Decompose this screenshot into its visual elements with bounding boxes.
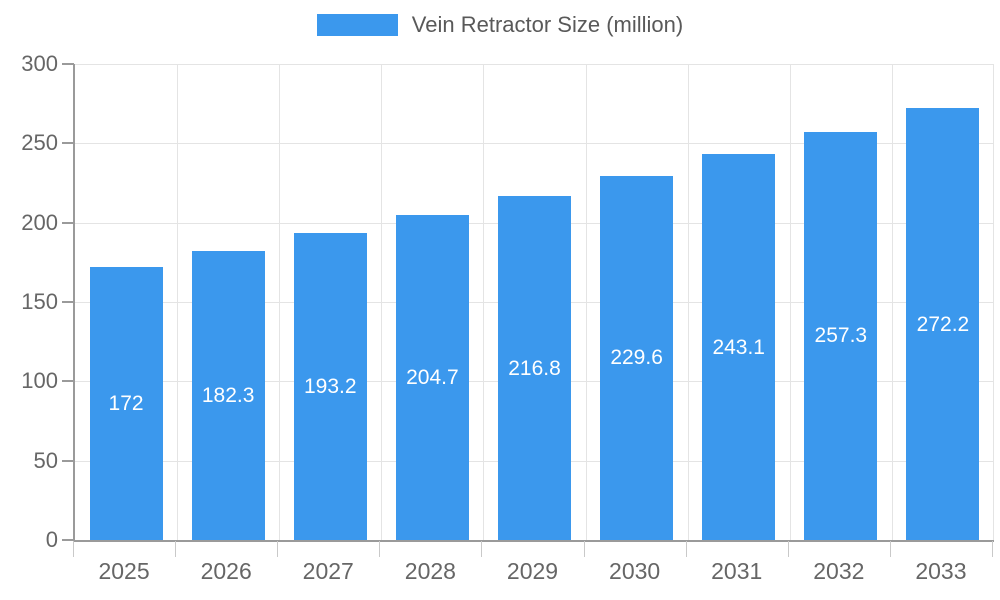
legend-label: Vein Retractor Size (million) [411,12,684,37]
x-gridline [381,64,383,540]
y-gridline [75,143,994,145]
x-axis-label: 2025 [98,558,150,584]
legend-item[interactable]: Vein Retractor Size (million) [0,14,1000,36]
x-axis-label: 2027 [302,558,354,584]
x-gridline [483,64,485,540]
x-gridline [687,64,689,540]
y-axis-tick [62,301,74,303]
bar-value-label: 182.3 [201,383,255,407]
y-axis-tick [62,63,74,65]
y-axis-tick [62,459,74,462]
y-axis-tick [62,142,74,145]
x-axis-tick [685,541,687,557]
x-gridline [891,64,893,540]
x-axis-label: 2032 [813,558,865,584]
bar-2032: 257.3 [804,131,878,540]
x-axis-tick [481,541,483,557]
x-gridline [177,64,179,540]
bar-value-label: 216.8 [508,356,561,380]
bar-value-label: 257.3 [814,324,868,348]
x-gridline [993,64,994,540]
bar-2029: 216.8 [498,196,571,540]
bar-value-label: 272.2 [916,312,970,336]
x-axis-label: 2028 [404,558,456,584]
bar-2030: 229.6 [600,175,674,540]
legend-swatch [316,14,398,36]
y-axis-label: 300 [21,51,58,76]
x-axis-label: 2026 [200,558,252,584]
bar-2031: 243.1 [702,154,776,540]
x-gridline [789,64,791,540]
y-axis-label: 250 [21,130,58,156]
y-axis-label: 0 [45,527,58,552]
y-axis-label: 150 [21,289,58,314]
x-axis-tick [379,541,381,557]
y-axis-label: 100 [21,368,58,394]
x-axis-label: 2031 [711,558,763,584]
x-axis-label: 2030 [609,558,661,584]
x-gridline [585,64,587,540]
bar-value-label: 193.2 [303,375,357,399]
y-axis-tick [62,539,74,541]
x-axis-tick [889,541,891,557]
y-axis-tick [62,221,74,224]
bar-2025: 172 [89,267,163,540]
y-axis-tick [62,380,74,383]
x-axis-tick [787,541,789,557]
x-axis-tick [992,541,993,557]
x-gridline [279,64,281,540]
bar-2033: 272.2 [906,108,980,540]
plot-area: 172 182.3 193.2 204.7 216.8 229.6 243.1 257.3 27… [73,64,994,542]
x-axis-tick [175,541,177,557]
y-axis-label: 50 [33,447,58,473]
x-axis-label: 2029 [506,558,559,584]
bar-value-label: 204.7 [406,366,459,390]
bar-2027: 193.2 [293,233,367,540]
bar-value-label: 172 [108,392,144,416]
x-axis-label: 2033 [915,558,967,584]
y-axis-label: 200 [21,209,58,235]
bar-value-label: 229.6 [610,346,663,370]
bar-value-label: 243.1 [712,335,765,359]
x-axis-tick [277,541,279,557]
x-axis-tick [583,541,585,557]
bar-2026: 182.3 [191,250,265,540]
x-axis-tick [73,541,74,557]
bar-2028: 204.7 [395,215,469,540]
y-gridline [75,64,994,65]
